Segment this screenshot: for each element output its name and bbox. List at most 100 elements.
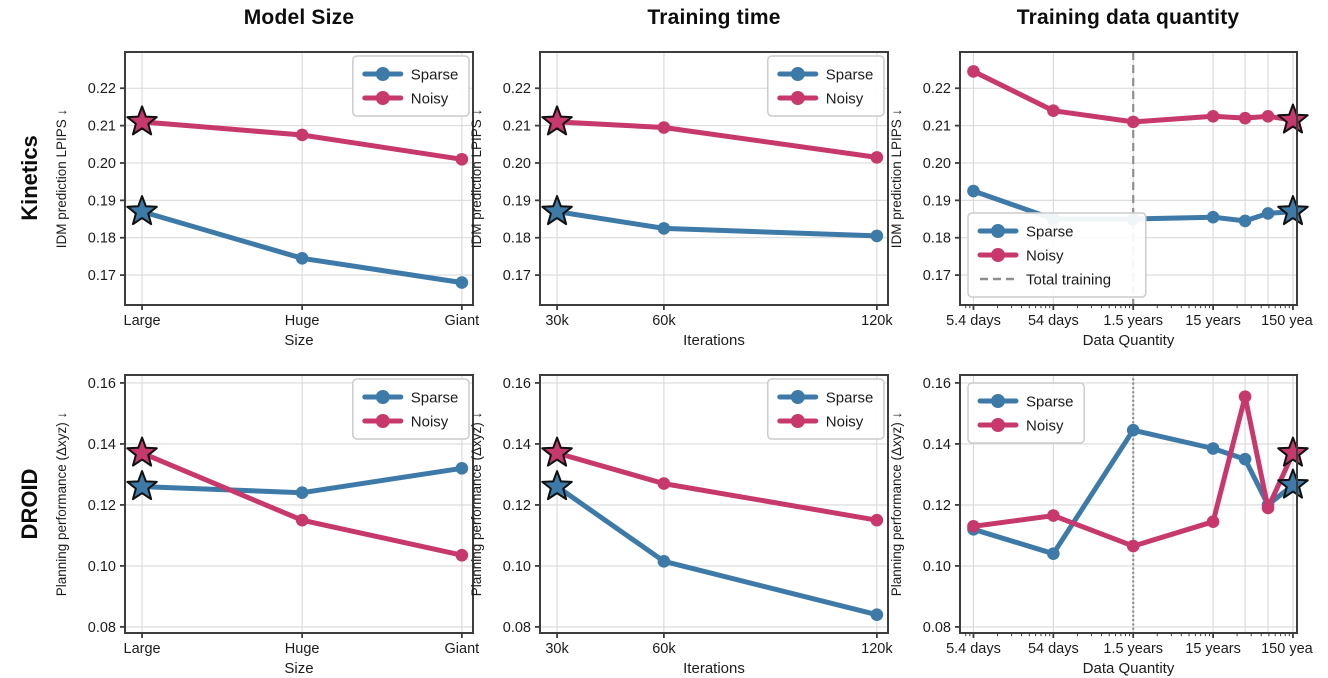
svg-text:Huge: Huge [285, 313, 320, 329]
svg-text:54 days: 54 days [1028, 313, 1079, 329]
svg-text:0.16: 0.16 [88, 376, 116, 392]
y-axis: 0.17 0.18 0.19 0.20 0.21 0.22 [923, 81, 960, 284]
gridlines [540, 375, 888, 633]
kinetics-model-size-plot: 0.17 0.18 0.19 0.20 0.21 0.22 Large Huge Giant Si… [54, 51, 480, 349]
svg-text:0.21: 0.21 [503, 119, 531, 135]
svg-text:Size: Size [284, 332, 313, 349]
svg-text:60k: 60k [652, 641, 676, 657]
svg-text:IDM prediction LPIPS ↓: IDM prediction LPIPS ↓ [889, 109, 904, 249]
noisy-star-marker [1277, 436, 1309, 467]
svg-text:1.5 years: 1.5 years [1103, 641, 1163, 657]
svg-text:5.4 days: 5.4 days [946, 313, 1001, 329]
svg-text:150 years: 150 years [1261, 313, 1313, 329]
sparse-star-marker [1277, 468, 1309, 499]
sparse-star-marker [541, 470, 573, 501]
column-title-training-time: Training time [647, 6, 781, 29]
svg-text:0.22: 0.22 [88, 81, 116, 97]
x-axis: 5.4 days 54 days 1.5 years 15 years 150 year… [946, 633, 1325, 677]
row-label-droid: DROID [17, 468, 42, 540]
svg-text:Huge: Huge [285, 641, 320, 657]
legend: Sparse Noisy [352, 378, 470, 440]
y-axis-label: IDM prediction LPIPS ↓ [469, 109, 484, 249]
svg-text:IDM prediction LPIPS ↓: IDM prediction LPIPS ↓ [469, 109, 484, 249]
svg-text:0.12: 0.12 [88, 498, 116, 514]
legend-label-noisy: Noisy [1026, 248, 1064, 265]
svg-text:15 years: 15 years [1185, 641, 1241, 657]
svg-text:0.08: 0.08 [88, 620, 116, 636]
svg-text:Giant: Giant [445, 313, 480, 329]
plot-border [124, 374, 474, 634]
noisy-star-marker [541, 105, 573, 136]
svg-text:0.22: 0.22 [923, 81, 951, 97]
svg-text:0.18: 0.18 [923, 231, 951, 247]
plot-border [124, 51, 474, 306]
svg-text:Large: Large [124, 641, 161, 657]
chart-droid-training-time: 0.08 0.10 0.12 0.14 0.16 30k 60k 120k Iterations… [468, 365, 904, 678]
chart-kinetics-data-quantity: 0.17 0.18 0.19 0.20 0.21 0.22 5.4 days 54 days 1… [888, 42, 1325, 355]
svg-text:IDM prediction LPIPS ↓: IDM prediction LPIPS ↓ [54, 109, 69, 249]
y-axis: 0.17 0.18 0.19 0.20 0.21 0.22 [88, 81, 125, 284]
svg-text:0.10: 0.10 [88, 559, 116, 575]
kinetics-training-time-plot: 0.17 0.18 0.19 0.20 0.21 0.22 30k 60k 120k Iterat… [469, 51, 893, 349]
chart-droid-data-quantity: 0.08 0.10 0.12 0.14 0.16 5.4 days 54 days 1.5 y… [888, 365, 1325, 678]
svg-text:0.14: 0.14 [503, 437, 531, 453]
svg-text:0.19: 0.19 [503, 193, 531, 209]
svg-text:Planning performance (Δxyz) ↓: Planning performance (Δxyz) ↓ [54, 412, 69, 597]
sparse-star-marker [126, 195, 158, 226]
gridlines [125, 375, 473, 633]
svg-text:120k: 120k [861, 313, 893, 329]
svg-text:0.20: 0.20 [923, 156, 951, 172]
chart-kinetics-model-size: 0.17 0.18 0.19 0.20 0.21 0.22 Large Huge Giant Si… [53, 42, 489, 355]
star-markers [126, 436, 158, 501]
svg-text:Planning performance (Δxyz) ↓: Planning performance (Δxyz) ↓ [889, 412, 904, 597]
column-title-data-quantity: Training data quantity [1016, 6, 1240, 29]
star-markers [1277, 103, 1309, 226]
svg-text:0.14: 0.14 [88, 437, 116, 453]
noisy-star-marker [541, 436, 573, 467]
plot-border [539, 51, 889, 306]
plot-border [539, 374, 889, 634]
svg-text:0.22: 0.22 [503, 81, 531, 97]
svg-text:Iterations: Iterations [683, 660, 745, 677]
svg-text:54 days: 54 days [1028, 641, 1079, 657]
x-axis: Large Huge Giant Size [124, 305, 480, 349]
svg-text:0.12: 0.12 [923, 498, 951, 514]
svg-text:0.19: 0.19 [923, 193, 951, 209]
droid-data-quantity-plot: 0.08 0.10 0.12 0.14 0.16 5.4 days 54 days 1.5 y… [889, 373, 1325, 677]
svg-text:0.10: 0.10 [923, 559, 951, 575]
series-noisy [550, 115, 884, 164]
svg-text:0.08: 0.08 [503, 620, 531, 636]
legend: Sparse Noisy [767, 378, 885, 440]
plot-border [959, 374, 1298, 634]
svg-text:0.17: 0.17 [503, 268, 531, 284]
droid-training-time-plot: 0.08 0.10 0.12 0.14 0.16 30k 60k 120k Iterations… [469, 374, 893, 677]
svg-text:30k: 30k [545, 313, 569, 329]
x-axis: Large Huge Giant Size [124, 633, 479, 677]
svg-text:0.14: 0.14 [923, 437, 951, 453]
star-markers [1277, 436, 1309, 499]
legend-label-noisy: Noisy [411, 91, 449, 108]
svg-text:0.18: 0.18 [88, 231, 116, 247]
chart-droid-model-size: 0.08 0.10 0.12 0.14 0.16 Large Huge Giant Size Pl… [53, 365, 489, 678]
svg-text:1.5 years: 1.5 years [1103, 313, 1163, 329]
x-axis: 30k 60k 120k Iterations [545, 305, 893, 349]
svg-text:Data Quantity: Data Quantity [1083, 332, 1175, 349]
kinetics-data-quantity-plot: 0.17 0.18 0.19 0.20 0.21 0.22 5.4 days 54 days 1… [889, 51, 1325, 349]
column-title-model-size: Model Size [243, 6, 355, 29]
svg-text:0.20: 0.20 [503, 156, 531, 172]
legend: Sparse Noisy Total training [967, 212, 1147, 298]
y-axis: 0.17 0.18 0.19 0.20 0.21 0.22 [503, 81, 540, 284]
svg-text:Large: Large [124, 313, 161, 329]
legend-label-noisy: Noisy [1026, 418, 1064, 435]
star-markers [541, 436, 573, 501]
svg-text:Iterations: Iterations [683, 332, 745, 349]
svg-text:0.17: 0.17 [923, 268, 951, 284]
noisy-star-marker [1277, 103, 1309, 134]
legend-label-noisy: Noisy [411, 414, 449, 431]
legend-label-sparse: Sparse [826, 390, 874, 407]
sparse-star-marker [1277, 195, 1309, 226]
legend-label-total-training: Total training [1026, 272, 1111, 289]
legend-label-noisy: Noisy [826, 414, 864, 431]
svg-text:0.16: 0.16 [923, 376, 951, 392]
series-sparse [550, 480, 884, 622]
